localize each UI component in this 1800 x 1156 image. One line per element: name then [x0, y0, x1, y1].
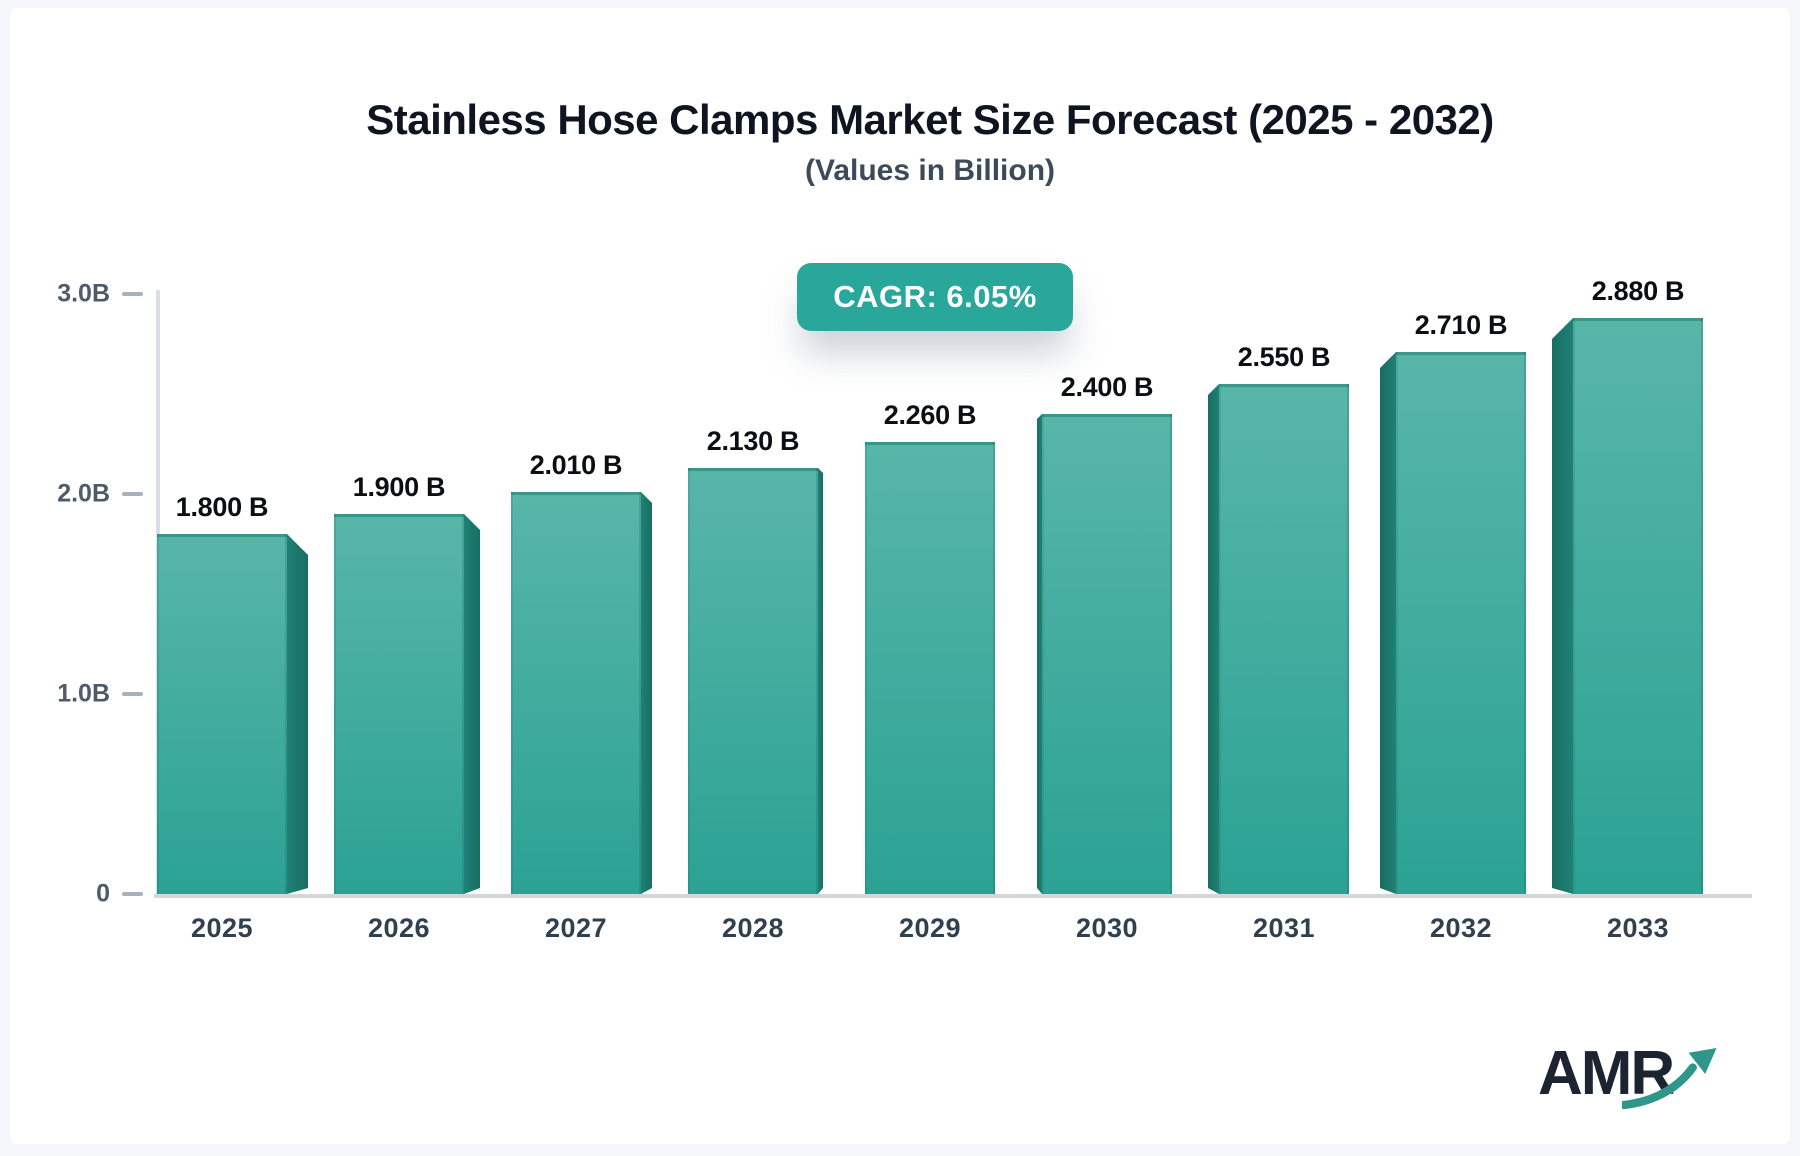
bar-side-face-2031: [1208, 384, 1219, 894]
amr-logo: AMR: [1538, 1030, 1723, 1120]
x-label-2032: 2032: [1429, 913, 1493, 943]
bar-2027[interactable]: [511, 492, 641, 894]
y-tick-label-1: 2.0B: [57, 479, 110, 508]
chart-card: Stainless Hose Clamps Market Size Foreca…: [10, 8, 1790, 1144]
y-tick-label-3: 0: [96, 879, 110, 908]
trend-up-arrow-icon: [1622, 1048, 1717, 1110]
cagr-badge-label: CAGR: 6.05%: [833, 279, 1037, 314]
chart-subtitle: (Values in Billion): [804, 154, 1056, 187]
x-label-2033: 2033: [1606, 913, 1670, 943]
bar-value-label-2025: 1.800 B: [175, 492, 269, 522]
bar-2031[interactable]: [1219, 384, 1349, 894]
bar-2029[interactable]: [865, 442, 995, 894]
x-label-2025: 2025: [190, 913, 254, 943]
x-label-2026: 2026: [367, 913, 431, 943]
bar-value-label-2028: 2.130 B: [706, 426, 800, 456]
x-label-2028: 2028: [721, 913, 785, 943]
bar-value-label-2030: 2.400 B: [1060, 372, 1154, 402]
bar-chart-plot-area: 3.0B 2.0B 1.0B 0 1.800 B 2025 1.900 B 2026 2.010…: [10, 8, 1790, 1144]
bar-2032[interactable]: [1396, 352, 1526, 894]
bar-side-face-2026: [464, 514, 480, 894]
cagr-badge: CAGR: 6.05%: [797, 263, 1073, 331]
bar-value-label-2033: 2.880 B: [1591, 276, 1685, 306]
y-tick-mark-0: [122, 292, 143, 296]
bar-side-face-2027: [641, 492, 652, 894]
bar-value-label-2029: 2.260 B: [883, 400, 977, 430]
chart-header: Stainless Hose Clamps Market Size Foreca…: [30, 96, 1790, 188]
bar-side-face-2028: [818, 468, 823, 894]
x-axis-line: [154, 894, 1752, 898]
bar-side-face-2030: [1037, 414, 1042, 894]
x-label-2031: 2031: [1252, 913, 1316, 943]
bar-2025[interactable]: [157, 534, 287, 894]
bar-side-face-2025: [287, 534, 308, 894]
chart-title: Stainless Hose Clamps Market Size Foreca…: [366, 96, 1494, 143]
x-label-2027: 2027: [544, 913, 608, 943]
bar-value-label-2027: 2.010 B: [529, 450, 623, 480]
bar-2026[interactable]: [334, 514, 464, 894]
y-tick-label-2: 1.0B: [57, 679, 110, 708]
bar-2030[interactable]: [1042, 414, 1172, 894]
y-tick-mark-3: [122, 892, 143, 896]
bar-2033[interactable]: [1573, 318, 1703, 894]
bar-side-face-2033: [1552, 318, 1573, 894]
x-label-2030: 2030: [1075, 913, 1139, 943]
y-tick-mark-1: [122, 492, 143, 496]
x-label-2029: 2029: [898, 913, 962, 943]
bar-value-label-2031: 2.550 B: [1237, 342, 1331, 372]
bar-value-label-2032: 2.710 B: [1414, 310, 1508, 340]
y-tick-mark-2: [122, 692, 143, 696]
bar-side-face-2032: [1380, 352, 1396, 894]
y-tick-label-0: 3.0B: [57, 279, 110, 308]
bar-2028[interactable]: [688, 468, 818, 894]
bar-value-label-2026: 1.900 B: [352, 472, 446, 502]
